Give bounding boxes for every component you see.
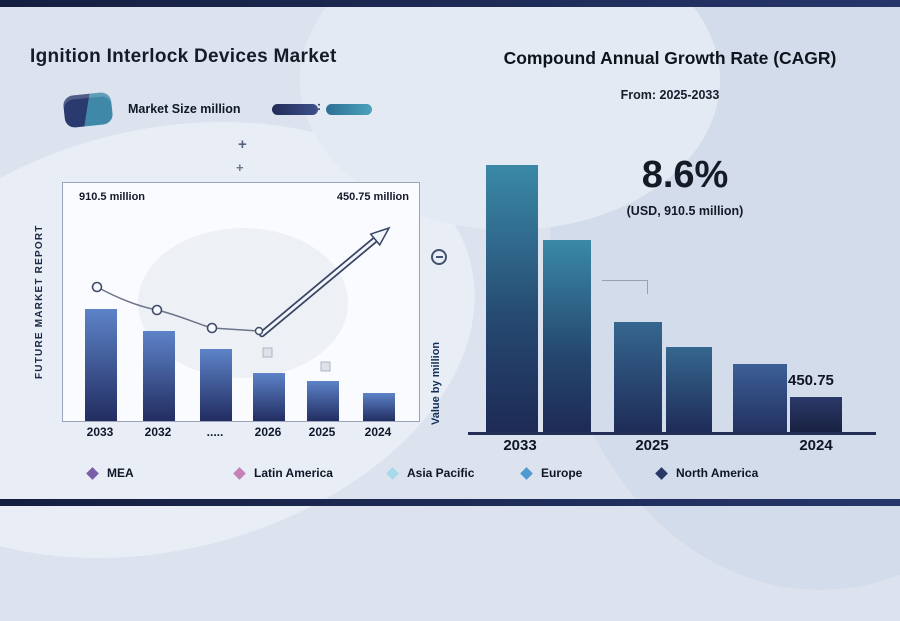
market-size-bar bbox=[363, 393, 395, 421]
left-x-label: 2026 bbox=[254, 425, 282, 439]
marker-circle bbox=[254, 326, 264, 336]
start-value-label: 910.5 million bbox=[79, 191, 146, 203]
left-x-label: 2024 bbox=[364, 425, 392, 439]
bottom-border-strip bbox=[0, 499, 900, 506]
plus-icon: + bbox=[238, 136, 247, 153]
marker-circle bbox=[91, 281, 103, 293]
legend-label: Europe bbox=[541, 466, 583, 480]
left-x-label: ..... bbox=[206, 425, 224, 439]
right-x-label: 2025 bbox=[635, 437, 669, 454]
market-size-bar bbox=[307, 381, 339, 421]
cagr-bar bbox=[543, 240, 591, 433]
legend: MEA Latin America Asia Pacific Europe No… bbox=[0, 464, 900, 494]
step-line-decoration bbox=[602, 280, 648, 294]
right-x-axis: 2033 2025 2024 bbox=[0, 437, 900, 457]
marker-circle bbox=[206, 322, 218, 334]
market-size-bar bbox=[200, 349, 232, 421]
cagr-value: 8.6% bbox=[641, 154, 729, 196]
legend-label: MEA bbox=[107, 466, 134, 480]
left-x-label: 2033 bbox=[86, 425, 114, 439]
cagr-detail: (USD, 910.5 million) bbox=[626, 204, 744, 218]
cagr-bar bbox=[790, 397, 842, 433]
minus-circle-icon bbox=[431, 249, 447, 265]
right-bar-group bbox=[486, 165, 842, 433]
marker-square bbox=[262, 347, 273, 358]
legend-swatch-diamond bbox=[520, 466, 533, 480]
right-value-label: 450.75 bbox=[788, 372, 834, 389]
cagr-subtitle: From: 2025-2033 bbox=[620, 88, 720, 102]
left-x-axis: 2033 2032..... 2026 2025 2024 bbox=[62, 425, 420, 443]
market-size-bar bbox=[85, 309, 117, 421]
plus-icon: + bbox=[236, 160, 244, 175]
legend-item-latin-america: Latin America bbox=[233, 466, 333, 480]
legend-item-north-america: North America bbox=[655, 466, 759, 480]
right-x-axis-line bbox=[468, 432, 876, 435]
legend-label: North America bbox=[676, 466, 759, 480]
legend-pill-dark bbox=[272, 104, 318, 115]
marker-circle bbox=[151, 304, 163, 316]
right-x-label: 2033 bbox=[503, 437, 537, 454]
top-border-strip bbox=[0, 0, 900, 7]
marker-square bbox=[320, 361, 331, 372]
left-x-label: 2025 bbox=[308, 425, 336, 439]
page-title: Ignition Interlock Devices Market bbox=[30, 46, 337, 67]
legend-item-mea: MEA bbox=[86, 466, 134, 480]
market-size-bar bbox=[143, 331, 175, 421]
cagr-title: Compound Annual Growth Rate (CAGR) bbox=[503, 48, 837, 68]
cagr-bar bbox=[614, 322, 662, 433]
cagr-bar bbox=[666, 347, 712, 433]
legend-label: Latin America bbox=[254, 466, 333, 480]
legend-item-asia-pacific: Asia Pacific bbox=[386, 466, 475, 480]
market-size-label: Market Size million bbox=[128, 102, 241, 116]
legend-swatch-diamond bbox=[386, 466, 399, 480]
end-value-label: 450.75 million bbox=[336, 191, 409, 203]
trend-line-overlay bbox=[91, 226, 391, 372]
legend-swatch-diamond bbox=[655, 466, 668, 480]
pill-separator: : bbox=[317, 99, 321, 113]
market-size-chart-panel: 910.5 million 450.75 million bbox=[62, 182, 420, 422]
legend-pill-teal bbox=[326, 104, 372, 115]
cagr-bar bbox=[733, 364, 787, 433]
legend-swatch-diamond bbox=[86, 466, 99, 480]
left-x-label: 2032 bbox=[144, 425, 172, 439]
market-size-bar bbox=[253, 373, 285, 421]
growth-arrow-icon bbox=[369, 226, 391, 247]
left-bar-group bbox=[63, 183, 421, 422]
legend-swatch-diamond bbox=[233, 466, 246, 480]
legend-label: Asia Pacific bbox=[407, 466, 475, 480]
right-x-label: 2024 bbox=[799, 437, 833, 454]
cagr-bar bbox=[486, 165, 538, 433]
legend-item-europe: Europe bbox=[520, 466, 583, 480]
